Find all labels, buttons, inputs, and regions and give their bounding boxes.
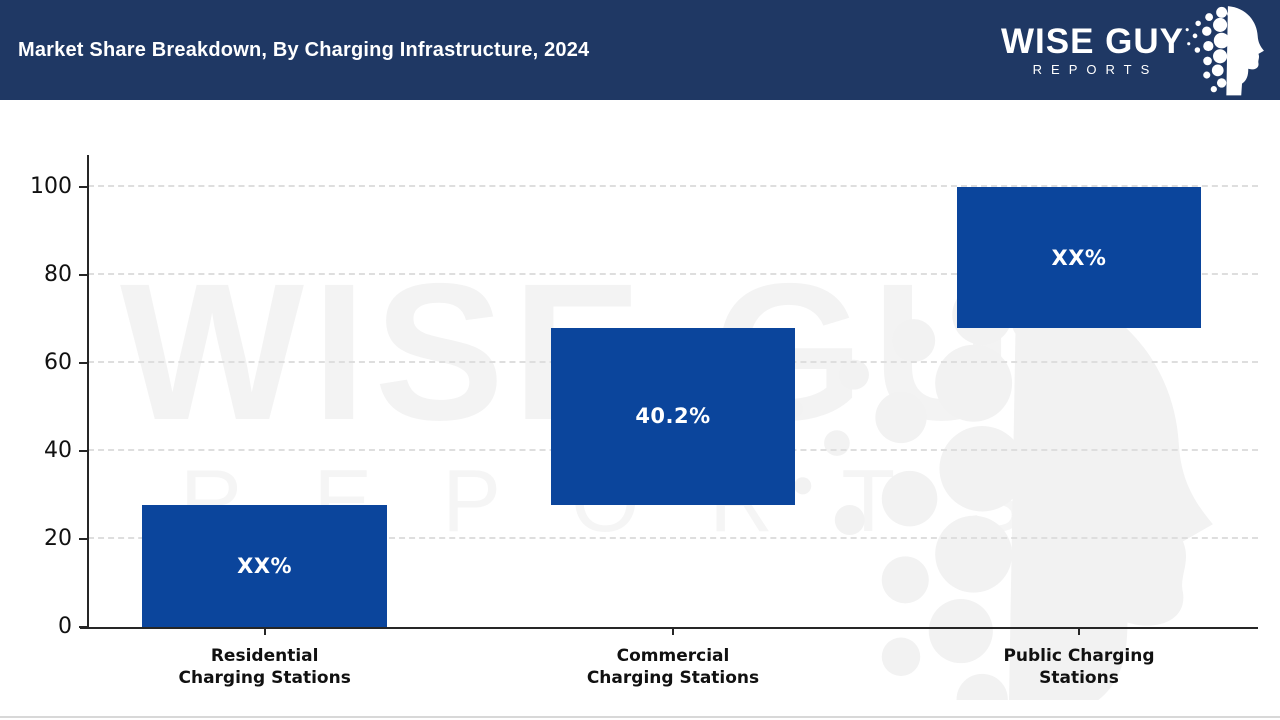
logo-text: WISE GUY REPORTS [1000,21,1184,77]
y-tick-mark-20 [79,538,88,541]
x-category-label-commercial-charging-stations: Commercial Charging Stations [586,646,760,688]
y-axis-line [87,155,89,629]
x-category-label-public-charging-stations: Public Charging Stations [1003,646,1155,688]
wise-guy-reports-logo: WISE GUY REPORTS [1001,3,1270,97]
footer-divider [0,716,1280,718]
header-bar: Market Share Breakdown, By Charging Infr… [0,0,1280,100]
y-tick-label-0: 0 [58,614,72,639]
gridline-80 [88,273,1258,276]
x-tick-mark-commercial-charging-stations [672,627,674,635]
logo-wordmark: WISE GUY [1000,21,1184,61]
x-axis-line [80,627,1258,629]
y-tick-label-100: 100 [30,174,72,200]
y-tick-mark-60 [79,362,88,365]
gridline-20 [88,537,1258,540]
watermark-dotted-head [785,280,1213,700]
x-axis-labels: Residential Charging Stations Commercial Ch… [88,645,1258,705]
y-tick-mark-100 [79,186,88,189]
y-axis-labels: 0 20 40 60 80 100 [0,155,76,639]
bar-public-charging-stations: XX% [956,187,1202,328]
bar-residential-charging-stations: XX% [142,504,387,627]
gridline-100 [88,185,1258,188]
y-tick-label-80: 80 [44,262,72,288]
bar-value-label: 40.2% [635,404,711,429]
bar-value-label: XX% [237,553,293,578]
y-tick-label-40: 40 [44,438,72,464]
chart-title: Market Share Breakdown, By Charging Infr… [18,38,590,61]
logo-subtitle: REPORTS [1032,61,1159,77]
bar-value-label: XX% [1051,245,1107,270]
x-tick-mark-public-charging-stations [1077,627,1080,635]
y-tick-label-20: 20 [44,526,72,552]
plot-area: XX% 40.2% XX% [79,155,1258,635]
bar-commercial-charging-stations: 40.2% [550,327,796,505]
y-tick-mark-80 [79,274,88,277]
x-category-label-residential-charging-stations: Residential Charging Stations [178,646,351,688]
x-tick-mark-residential-charging-stations [263,627,266,635]
y-tick-mark-40 [79,450,88,453]
y-tick-label-60: 60 [44,350,72,376]
dotted-head-icon [1185,6,1264,96]
